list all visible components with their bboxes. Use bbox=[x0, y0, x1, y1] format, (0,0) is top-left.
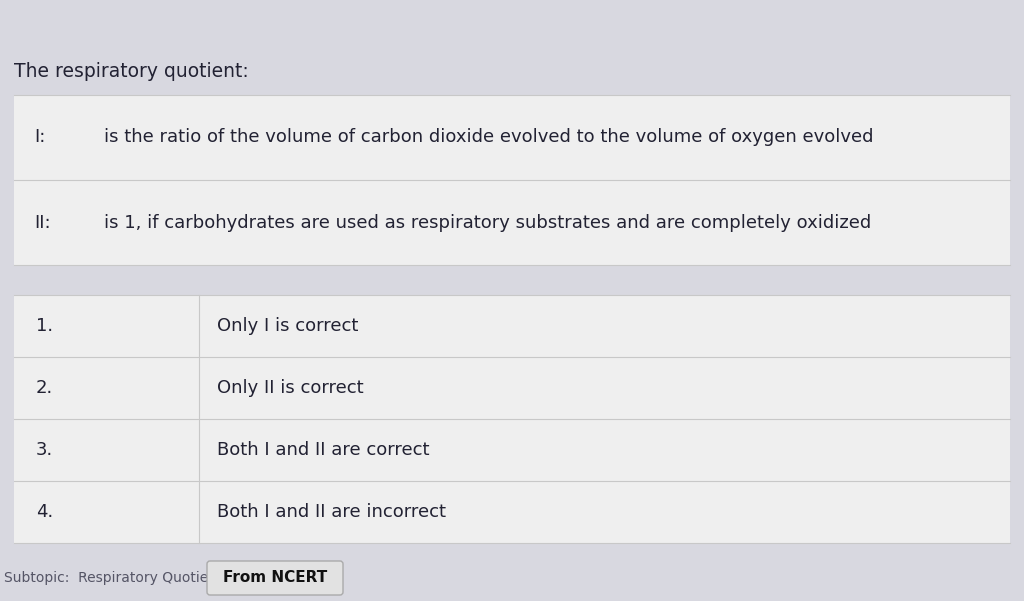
Text: From NCERT: From NCERT bbox=[223, 570, 327, 585]
Text: is the ratio of the volume of carbon dioxide evolved to the volume of oxygen evo: is the ratio of the volume of carbon dio… bbox=[104, 129, 873, 147]
Text: I:: I: bbox=[34, 129, 45, 147]
Text: is 1, if carbohydrates are used as respiratory substrates and are completely oxi: is 1, if carbohydrates are used as respi… bbox=[104, 213, 871, 231]
Text: 1.: 1. bbox=[36, 317, 53, 335]
Bar bbox=[14, 95, 1010, 265]
Text: Both I and II are correct: Both I and II are correct bbox=[217, 441, 429, 459]
Text: 4.: 4. bbox=[36, 503, 53, 521]
Text: II:: II: bbox=[34, 213, 50, 231]
Text: The respiratory quotient:: The respiratory quotient: bbox=[14, 62, 249, 81]
Text: Subtopic:  Respiratory Quotient |: Subtopic: Respiratory Quotient | bbox=[4, 571, 231, 585]
FancyBboxPatch shape bbox=[207, 561, 343, 595]
Text: Both I and II are incorrect: Both I and II are incorrect bbox=[217, 503, 446, 521]
Text: 3.: 3. bbox=[36, 441, 53, 459]
Text: 2.: 2. bbox=[36, 379, 53, 397]
Bar bbox=[14, 295, 1010, 543]
Text: Only II is correct: Only II is correct bbox=[217, 379, 364, 397]
Text: Only I is correct: Only I is correct bbox=[217, 317, 358, 335]
